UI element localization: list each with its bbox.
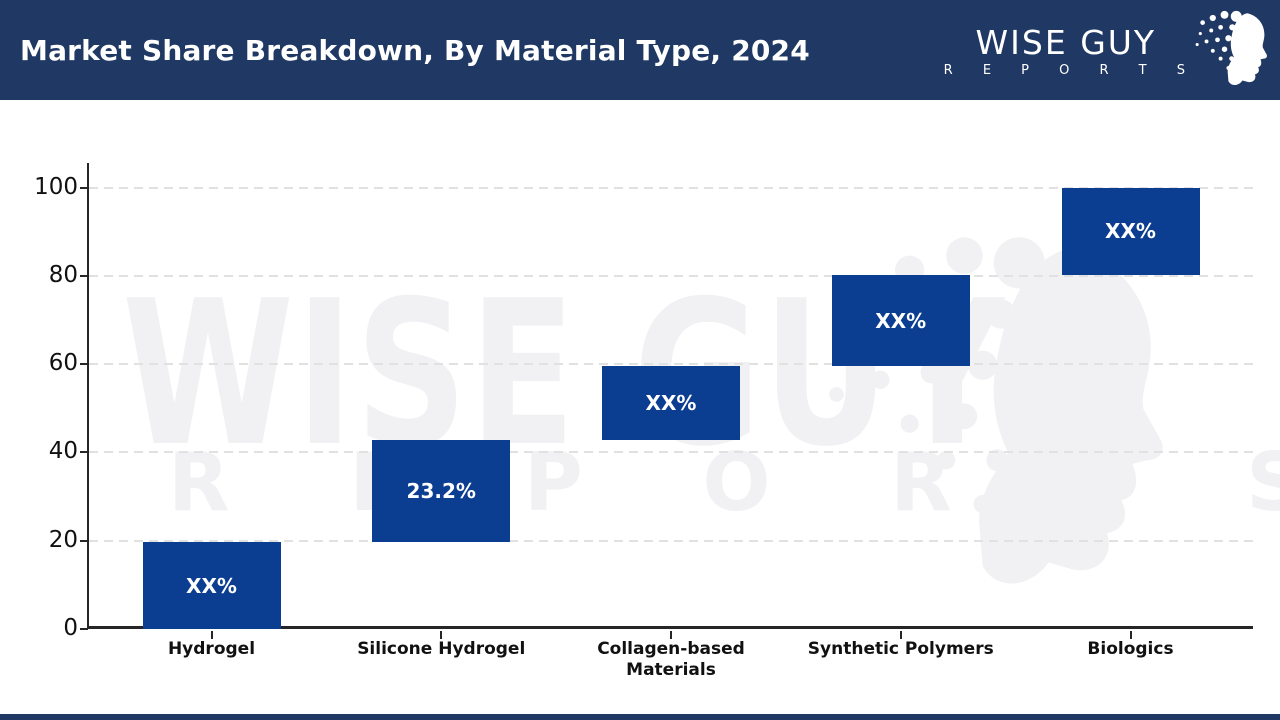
plot-area: XX% 23.2% XX% XX% XX% [87,163,1253,629]
x-axis-line [87,626,1253,629]
bar-value-label: XX% [1105,219,1156,244]
logo-wiseguy-text: WISE GUY [975,22,1157,62]
bar-value-label: XX% [186,573,237,598]
header-bar: Market Share Breakdown, By Material Type… [0,0,1280,100]
bar-collagen-based-materials: XX% [602,365,740,440]
bar-value-label: XX% [645,390,697,415]
xtick-mark-3 [899,631,902,639]
bar-value-label: 23.2% [406,478,476,503]
xtick-mark-0 [210,631,213,639]
gridline-y20 [89,539,1253,542]
footer-strip [0,714,1280,720]
wise-guy-reports-logo: WISE GUY R E P O R T S [934,4,1276,96]
ytick-mark-0 [80,628,88,630]
logo-face-icon [1195,10,1267,86]
category-label-3: Synthetic Polymers [807,639,994,659]
ytick-label-60: 60 [48,350,78,377]
gridline-y100 [89,186,1253,189]
gridline-y60 [89,363,1253,366]
logo-reports-text: R E P O R T S [943,62,1198,78]
bar-synthetic-polymers: XX% [831,275,970,366]
ytick-label-40: 40 [48,438,78,465]
bar-hydrogel: XX% [142,542,281,629]
category-label-1: Silicone Hydrogel [357,639,526,659]
bar-silicone-hydrogel: 23.2% [372,439,511,543]
y-axis-spine [87,163,89,629]
ytick-mark-100 [80,186,88,189]
bar-biologics: XX% [1061,187,1200,276]
category-label-4: Biologics [1087,639,1174,659]
page-title: Market Share Breakdown, By Material Type… [20,33,810,67]
category-label-0: Hydrogel [167,639,256,659]
xtick-mark-2 [670,631,672,639]
xtick-mark-1 [440,631,443,639]
category-label-2: Collagen-based Materials [597,639,745,681]
xtick-mark-4 [1129,631,1132,639]
ytick-label-20: 20 [48,526,78,553]
ytick-mark-60 [80,363,88,366]
ytick-mark-40 [80,451,88,454]
bar-value-label: XX% [875,308,927,333]
gridline-y40 [89,451,1253,454]
ytick-mark-80 [80,274,88,277]
gridline-y80 [89,274,1253,277]
ytick-label-0: 0 [63,615,78,641]
ytick-mark-20 [80,539,88,542]
ytick-label-80: 80 [48,261,78,288]
ytick-label-100: 100 [34,173,78,200]
